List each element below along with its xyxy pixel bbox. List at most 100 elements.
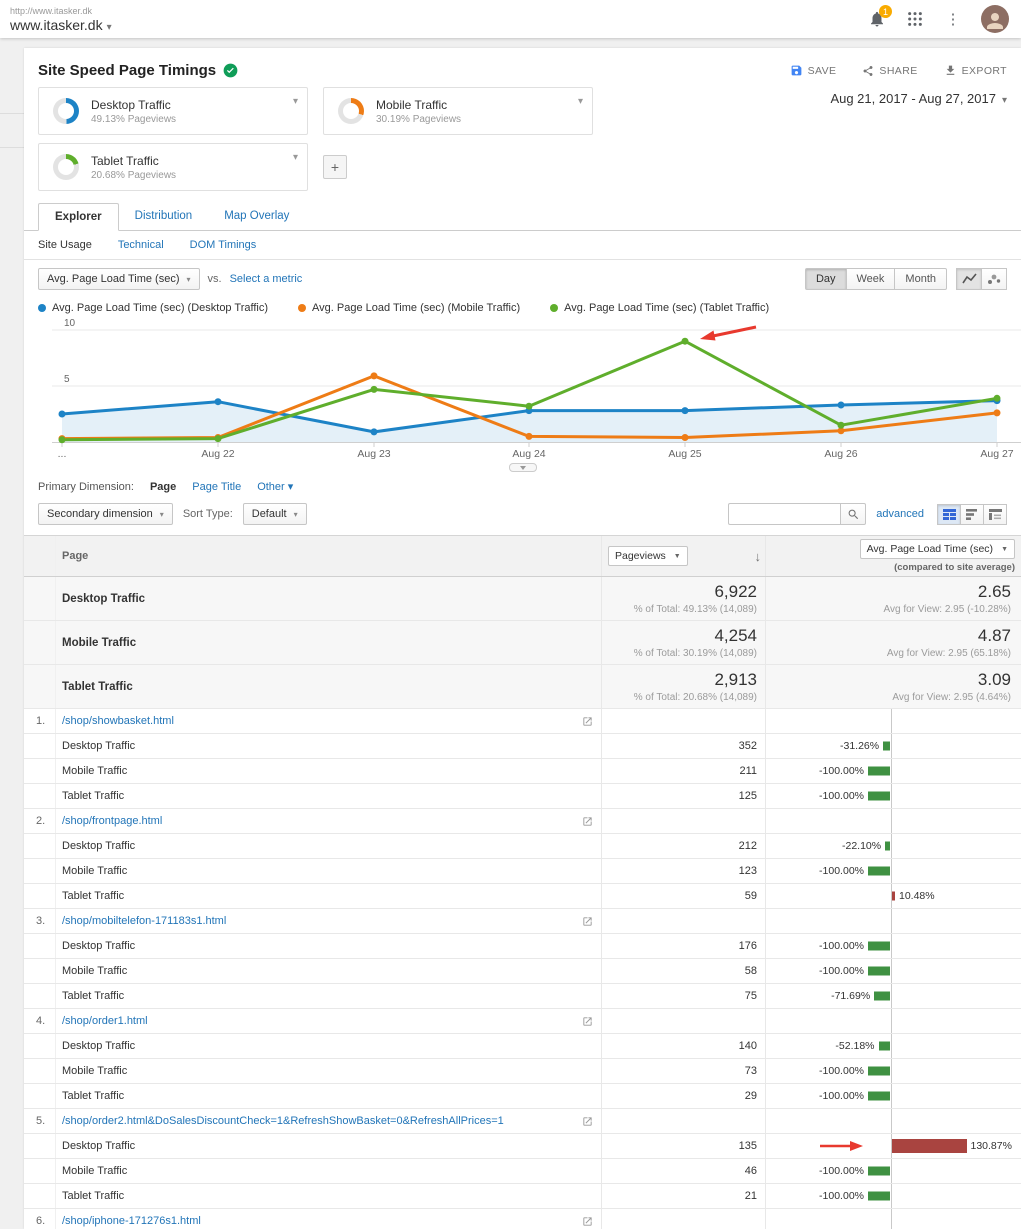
legend-label: Avg. Page Load Time (sec) (Tablet Traffi…: [564, 302, 770, 314]
sort-type-label: Sort Type:: [182, 508, 233, 520]
tab-map-overlay[interactable]: Map Overlay: [224, 210, 290, 222]
metric-cell: -22.10%: [765, 834, 1021, 858]
search-input[interactable]: [728, 503, 841, 525]
chevron-down-icon[interactable]: ▾: [292, 96, 298, 107]
subtab-dom-timings[interactable]: DOM Timings: [189, 239, 257, 251]
metric-selector[interactable]: Avg. Page Load Time (sec) ▾: [38, 268, 200, 290]
overflow-menu-button[interactable]: ⋮: [945, 11, 961, 28]
secondary-dimension-button[interactable]: Secondary dimension ▾: [38, 503, 173, 525]
page-link[interactable]: /shop/frontpage.html: [62, 815, 163, 827]
segment-name: Mobile Traffic: [376, 97, 448, 112]
primary-dimension-other[interactable]: Other ▾: [257, 480, 293, 493]
table-row: Mobile Traffic 123 -100.00%: [24, 859, 1021, 884]
export-button[interactable]: EXPORT: [944, 64, 1007, 77]
granularity-week-button[interactable]: Week: [845, 268, 896, 290]
segment-card-mobile[interactable]: Mobile Traffic 30.19% Pageviews ▾: [323, 87, 593, 135]
primary-dimension-page[interactable]: Page: [149, 480, 177, 493]
tab-explorer[interactable]: Explorer: [38, 203, 119, 231]
notifications-button[interactable]: 1: [867, 5, 892, 29]
chart-collapse-handle[interactable]: [508, 463, 537, 472]
metric-cell: -100.00%: [765, 759, 1021, 783]
metric-cell: 3.09 Avg for View: 2.95 (4.64%): [765, 665, 1021, 708]
account-area: http://www.itasker.dk www.itasker.dk ▾: [10, 6, 112, 33]
avatar[interactable]: [981, 5, 1009, 33]
page-link[interactable]: /shop/mobiltelefon-171183s1.html: [62, 915, 227, 927]
granularity-month-button[interactable]: Month: [894, 268, 947, 290]
delta-value: -31.26%: [840, 740, 880, 752]
table-row: Desktop Traffic 140 -52.18%: [24, 1034, 1021, 1059]
primary-dimension-page-title[interactable]: Page Title: [192, 480, 242, 493]
timeline-chart[interactable]: 10 5: [52, 318, 1021, 448]
popout-icon[interactable]: [582, 816, 593, 827]
apps-grid-button[interactable]: [905, 9, 925, 29]
metric-cell: [765, 709, 1021, 733]
metric-column-subtext: (compared to site average): [894, 562, 1015, 573]
advanced-link[interactable]: advanced: [876, 508, 924, 520]
chevron-down-icon[interactable]: ▾: [577, 96, 583, 107]
pageviews-cell: 6,922 % of Total: 49.13% (14,089): [601, 577, 765, 620]
x-axis-label: Aug 23: [357, 448, 391, 460]
segment-card-desktop[interactable]: Desktop Traffic 49.13% Pageviews ▾: [38, 87, 308, 135]
metric-cell: -31.26%: [765, 734, 1021, 758]
summary-row-tablet: Tablet Traffic 2,913 % of Total: 20.68% …: [24, 665, 1021, 709]
page-link[interactable]: /shop/iphone-171276s1.html: [62, 1215, 201, 1227]
legend-label: Avg. Page Load Time (sec) (Mobile Traffi…: [312, 302, 521, 314]
table-row: 6. /shop/iphone-171276s1.html: [24, 1209, 1021, 1229]
pageviews-value: 125: [601, 784, 765, 808]
subtab-site-usage[interactable]: Site Usage: [38, 239, 92, 251]
search-button[interactable]: [840, 503, 867, 525]
popout-icon[interactable]: [582, 1216, 593, 1227]
select-metric-link[interactable]: Select a metric: [229, 273, 303, 285]
row-index: [24, 984, 56, 1008]
segment-label: Tablet Traffic: [62, 680, 133, 693]
table-row: 2. /shop/frontpage.html: [24, 809, 1021, 834]
page-link[interactable]: /shop/order1.html: [62, 1015, 148, 1027]
view-pivot-button[interactable]: [983, 503, 1007, 525]
x-axis-label: Aug 22: [201, 448, 235, 460]
view-performance-button[interactable]: [960, 503, 984, 525]
chart-type-line-button[interactable]: [956, 268, 982, 290]
page-column-header: Page: [62, 550, 89, 562]
popout-icon[interactable]: [582, 716, 593, 727]
view-table-button[interactable]: [937, 503, 961, 525]
metric-selector-value: Avg. Page Load Time (sec): [47, 273, 180, 285]
chart-type-motion-button[interactable]: [981, 268, 1007, 290]
series-dot-icon: [550, 304, 559, 312]
donut-icon: [338, 98, 364, 124]
pageviews-column-selector[interactable]: Pageviews ▼: [608, 546, 688, 566]
share-button[interactable]: SHARE: [862, 64, 917, 77]
segment-label: Mobile Traffic: [62, 965, 128, 977]
popout-icon[interactable]: [582, 916, 593, 927]
metric-cell: 130.87%: [765, 1134, 1021, 1158]
delta-bar: [868, 1066, 890, 1076]
popout-icon[interactable]: [582, 1116, 593, 1127]
property-url: http://www.itasker.dk: [10, 5, 93, 16]
metric-subtext: Avg for View: 2.95 (-10.28%): [883, 604, 1011, 615]
save-button[interactable]: SAVE: [790, 64, 837, 77]
pageviews-value: 46: [601, 1159, 765, 1183]
explorer-subtabs: Site Usage Technical DOM Timings: [24, 231, 1021, 260]
granularity-day-button[interactable]: Day: [804, 268, 847, 290]
subtab-technical[interactable]: Technical: [117, 239, 164, 251]
gutter-divider: [0, 113, 24, 114]
page-link[interactable]: /shop/showbasket.html: [62, 715, 174, 727]
pageviews-value: 21: [601, 1184, 765, 1208]
row-index: 3.: [24, 909, 56, 933]
sort-type-button[interactable]: Default ▾: [242, 503, 307, 525]
donut-icon: [53, 154, 79, 180]
metric-column-selector[interactable]: Avg. Page Load Time (sec) ▼: [859, 539, 1015, 559]
add-segment-button[interactable]: +: [323, 155, 347, 179]
table-row: Tablet Traffic 59 10.48%: [24, 884, 1021, 909]
chevron-down-icon: ▾: [1001, 95, 1007, 106]
page-link[interactable]: /shop/order2.html&DoSalesDiscountCheck=1…: [62, 1115, 504, 1127]
date-range-selector[interactable]: Aug 21, 2017 - Aug 27, 2017 ▾: [830, 91, 1007, 106]
performance-view-icon: [965, 508, 977, 520]
chevron-down-icon[interactable]: ▾: [292, 152, 298, 163]
page-cell: /shop/order1.html: [56, 1009, 601, 1033]
axis-line: [891, 709, 892, 733]
account-switcher[interactable]: www.itasker.dk ▾: [10, 17, 112, 33]
segment-card-tablet[interactable]: Tablet Traffic 20.68% Pageviews ▾: [38, 143, 308, 191]
popout-icon[interactable]: [582, 1016, 593, 1027]
tab-distribution[interactable]: Distribution: [134, 210, 193, 222]
sort-direction-icon[interactable]: ↓: [754, 548, 762, 564]
